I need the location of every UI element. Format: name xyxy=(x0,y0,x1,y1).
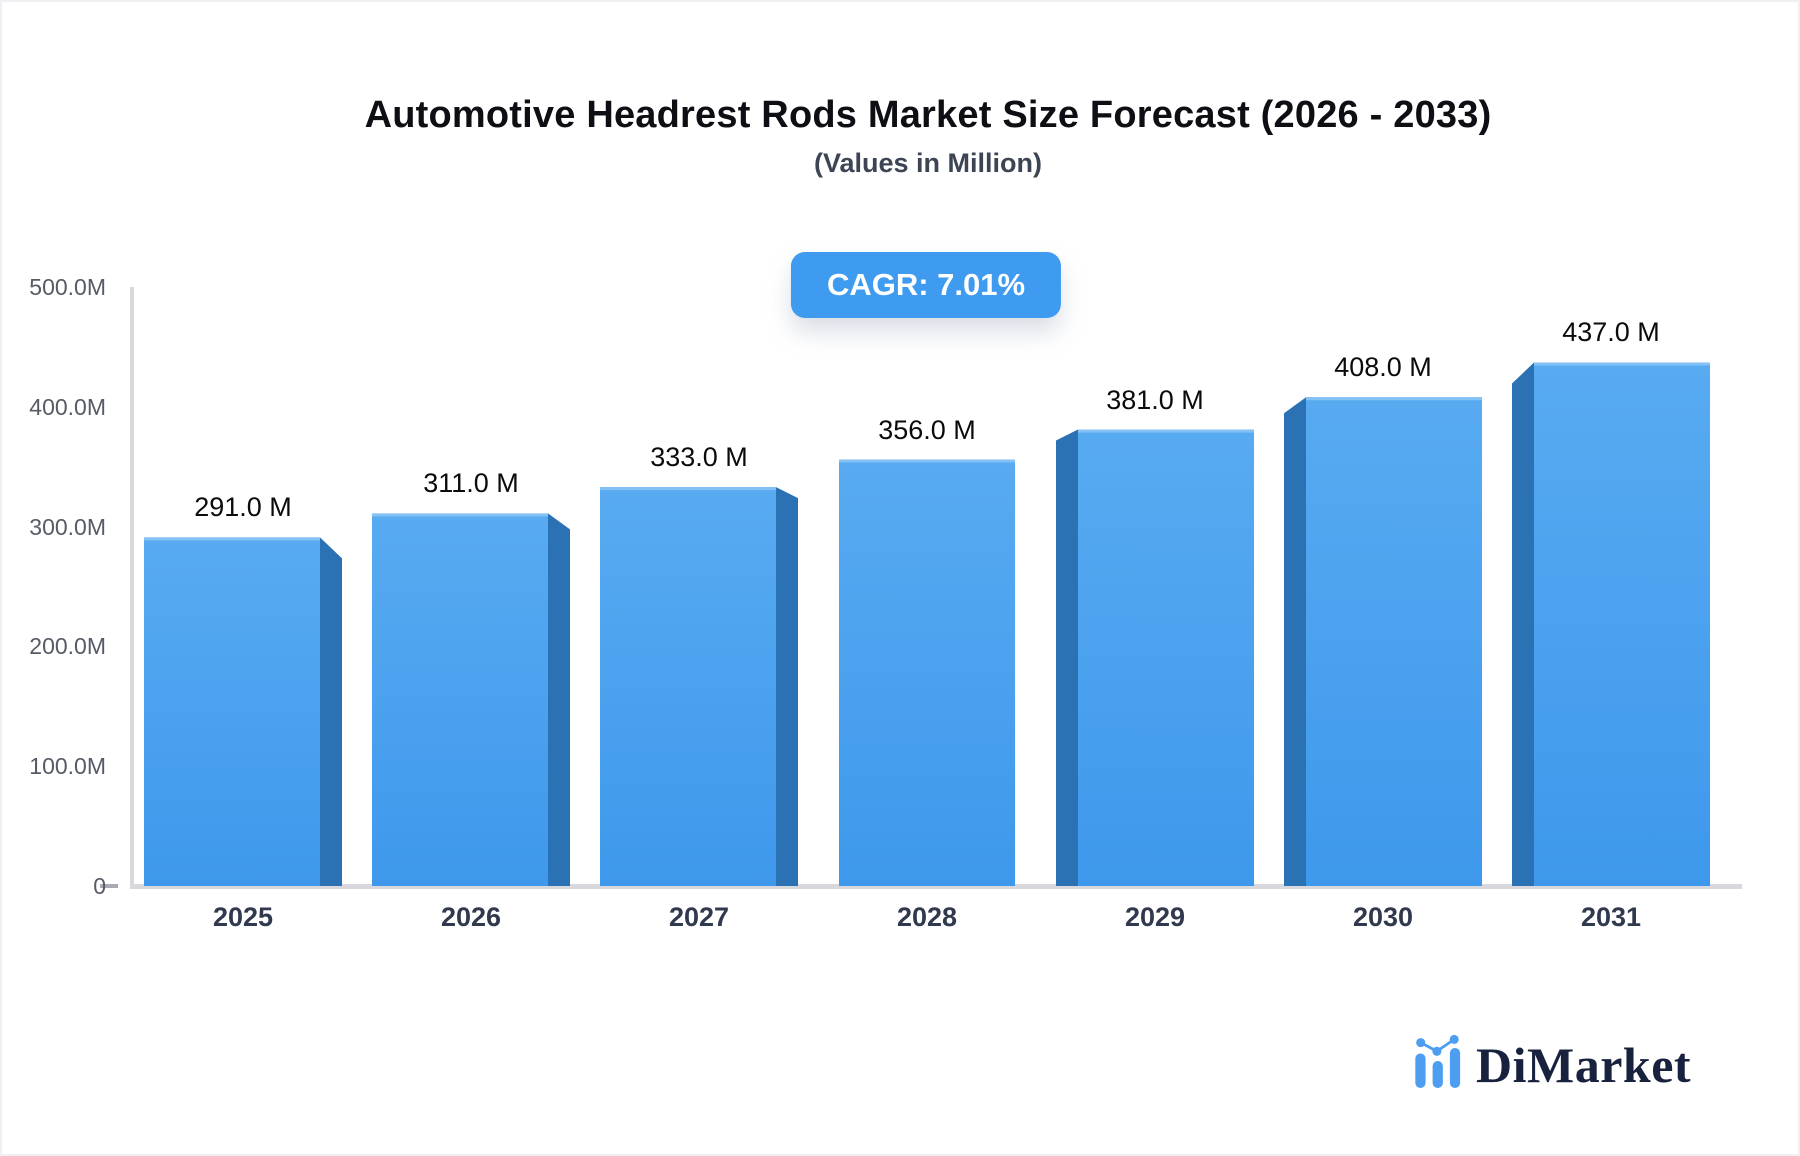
x-axis-tick-label: 2026 xyxy=(440,902,502,932)
bar-value-label: 408.0 M xyxy=(1334,352,1432,383)
bar-value-label: 381.0 M xyxy=(1106,384,1204,415)
y-axis-tick-label: 500.0M xyxy=(29,274,106,300)
bar-top-highlight xyxy=(1078,429,1254,433)
bar-value-label: 333.0 M xyxy=(650,442,748,473)
bar-chart-logo-icon xyxy=(1415,1034,1461,1088)
y-axis-tick-label: 200.0M xyxy=(29,633,106,660)
bar-value-label: 311.0 M xyxy=(423,468,519,499)
x-axis-tick-label: 2028 xyxy=(896,902,958,932)
bar xyxy=(1534,362,1710,886)
bar-top-highlight xyxy=(600,487,776,491)
bar xyxy=(1078,429,1254,886)
bar-top-highlight xyxy=(1534,362,1710,366)
zero-tick-mark xyxy=(100,884,118,888)
bar-side-face xyxy=(1512,362,1534,886)
x-axis-baseline xyxy=(130,884,1742,889)
bar-side-face xyxy=(320,537,342,886)
bar-top-highlight xyxy=(144,537,320,541)
cagr-badge-label: CAGR: 7.01% xyxy=(826,267,1026,302)
bar xyxy=(839,459,1015,886)
y-axis-tick-label: 100.0M xyxy=(29,753,106,780)
bar xyxy=(1306,397,1482,886)
bar-side-face xyxy=(776,487,798,886)
y-axis-line xyxy=(130,287,134,886)
bar xyxy=(600,487,776,886)
bar-top-highlight xyxy=(1306,397,1482,401)
y-axis-tick-label: 0 xyxy=(93,873,106,899)
bar-side-face xyxy=(548,513,570,886)
bar-value-label: 437.0 M xyxy=(1562,317,1660,348)
bar-value-label: 356.0 M xyxy=(878,414,976,445)
bar-top-highlight xyxy=(372,513,548,517)
x-axis-tick-label: 2025 xyxy=(212,902,274,932)
x-axis-tick-label: 2030 xyxy=(1352,902,1414,932)
y-axis-tick-label: 300.0M xyxy=(29,513,106,540)
x-axis-tick-label: 2027 xyxy=(668,902,730,932)
cagr-badge: CAGR: 7.01% xyxy=(790,252,1062,318)
y-axis-tick-label: 400.0M xyxy=(29,393,106,420)
bar-value-label: 291.0 M xyxy=(194,492,292,523)
x-axis-tick-label: 2031 xyxy=(1580,902,1642,932)
chart-subtitle: (Values in Million) xyxy=(813,148,1043,178)
bar-side-face xyxy=(1284,397,1306,886)
logo-text: DiMarket xyxy=(1476,1037,1692,1093)
bar xyxy=(372,513,548,886)
bar-top-highlight xyxy=(839,459,1015,463)
x-axis-tick-label: 2029 xyxy=(1124,902,1186,932)
bar xyxy=(144,537,320,886)
bar-side-face xyxy=(1056,429,1078,886)
dimarket-logo: DiMarket xyxy=(1413,1034,1692,1093)
chart-title: Automotive Headrest Rods Market Size For… xyxy=(364,94,1492,136)
